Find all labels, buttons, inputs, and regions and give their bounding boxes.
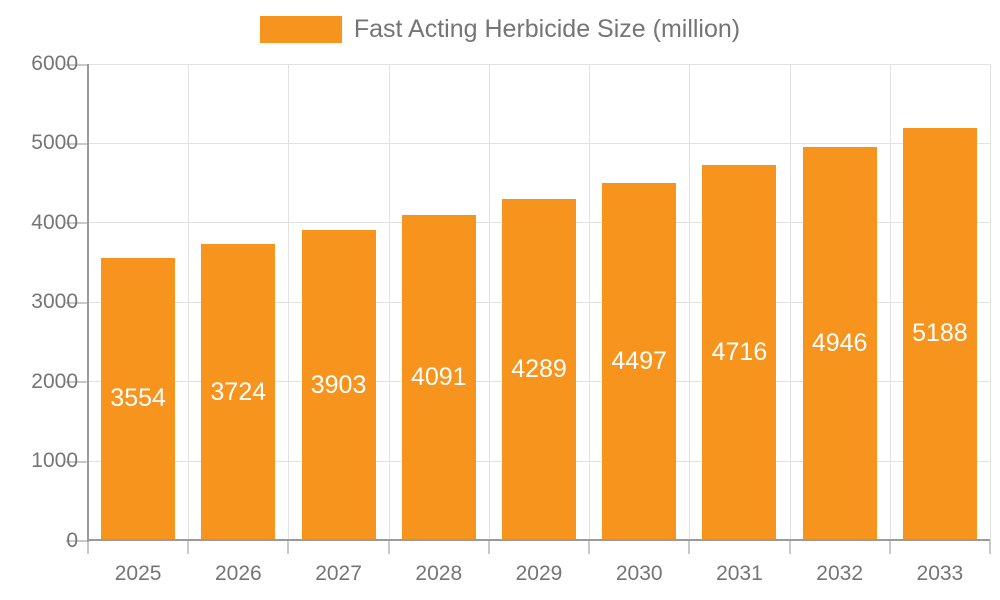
y-tick-mark [66,222,88,225]
x-tick-mark [588,540,591,554]
bar-2030[interactable] [602,182,677,539]
y-tick-mark [66,540,88,542]
x-gridline [689,63,691,540]
x-gridline [889,63,891,540]
x-tick-mark [187,540,190,554]
x-gridline [188,63,190,540]
x-tick-mark [287,540,290,554]
x-tick-mark [788,540,791,554]
legend-label: Fast Acting Herbicide Size (million) [353,15,741,43]
bar-value-label: 3724 [210,377,267,406]
x-tick-mark [989,540,991,554]
y-tick-mark [66,460,88,463]
y-tick-label: 6000 [31,52,78,75]
x-tick-mark [688,540,691,554]
bar-2031[interactable] [702,165,777,539]
bar-value-label: 4946 [811,329,868,358]
x-gridline [488,63,490,540]
y-gridline [88,63,990,65]
bar-2033[interactable] [902,127,977,539]
y-tick-label: 1000 [31,449,78,473]
bar-2026[interactable] [201,244,276,539]
x-tick-mark [87,540,89,554]
x-tick-label: 2028 [415,562,463,585]
bar-2027[interactable] [301,230,376,539]
bar-value-label: 3554 [110,384,166,413]
x-gridline [990,63,991,540]
y-tick-label: 2000 [31,369,78,393]
y-tick-label: 4000 [31,210,78,234]
x-tick-label: 2026 [214,562,262,585]
y-tick-mark [66,63,88,66]
x-tick-label: 2032 [816,562,864,585]
x-gridline [789,63,791,540]
x-gridline [589,63,591,540]
y-tick-label: 5000 [31,131,78,155]
bar-value-label: 4289 [511,355,567,384]
x-tick-label: 2033 [916,562,964,585]
bar-value-label: 4091 [410,363,467,392]
bar-value-label: 5188 [912,319,968,348]
x-tick-mark [888,540,891,554]
bar-2028[interactable] [401,215,476,539]
legend-swatch-icon [259,16,342,43]
y-axis-line [87,63,89,542]
y-tick-label: 0 [66,528,78,552]
x-tick-mark [487,540,490,554]
bar-2029[interactable] [502,199,576,539]
x-tick-label: 2027 [315,562,362,585]
bar-value-label: 3903 [310,370,367,399]
x-tick-label: 2025 [114,562,162,585]
bar-value-label: 4716 [711,338,768,367]
x-gridline [388,63,390,540]
bar-2032[interactable] [802,147,877,539]
x-axis-line [88,539,990,541]
x-tick-label: 2029 [515,562,563,585]
y-tick-mark [66,142,88,145]
bar-value-label: 4497 [611,346,668,375]
y-gridline [88,142,990,144]
y-tick-label: 3000 [31,290,78,314]
x-gridline [288,63,290,540]
x-tick-label: 2031 [716,562,763,585]
legend-item[interactable]: Fast Acting Herbicide Size (million) [0,16,1000,43]
y-tick-mark [66,301,88,304]
y-tick-mark [66,381,88,384]
x-tick-mark [387,540,390,554]
x-tick-label: 2030 [615,562,663,585]
bar-2025[interactable] [101,257,176,539]
